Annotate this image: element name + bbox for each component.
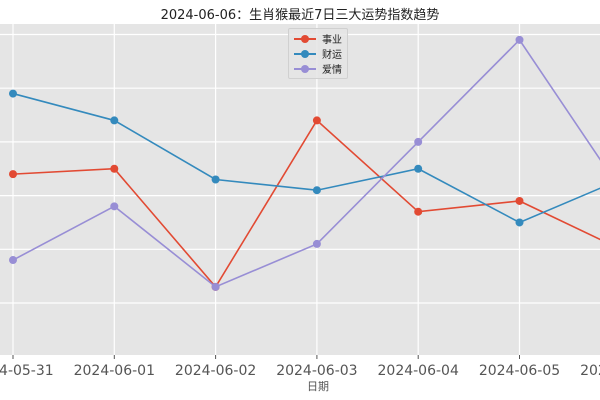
plot-area [0,24,600,355]
data-point [414,137,423,146]
data-point [414,207,423,216]
chart-title: 2024-06-06：生肖猴最近7日三大运势指数趋势 [160,8,440,23]
x-tick-label: 2024-06-06 [580,363,600,379]
x-tick-label: 2024-06-01 [74,363,155,379]
data-point [9,89,17,98]
data-point [211,175,220,184]
data-point [515,218,524,227]
x-tick-label: 2024-06-05 [479,363,560,379]
x-axis-label: 日期 [307,380,329,393]
data-point [312,186,321,195]
legend-item-love: 爱情 [294,61,342,76]
data-point [211,282,220,291]
legend-label: 财运 [322,50,342,61]
chart-legend: 事业 财运 爱情 [288,28,348,79]
data-point [110,116,119,125]
legend-marker-icon [294,34,316,44]
legend-label: 爱情 [322,65,342,76]
data-point [515,196,524,205]
x-tick-label: 2024-06-02 [175,363,256,379]
data-point [312,116,321,125]
data-point [515,35,524,44]
legend-item-career: 事业 [294,31,342,46]
data-point [414,164,423,173]
legend-marker-icon [294,64,316,74]
legend-marker-icon [294,49,316,59]
x-tick-label: 2024-05-31 [0,363,54,379]
legend-label: 事业 [322,35,342,46]
x-tick-label: 2024-06-03 [276,363,357,379]
legend-item-wealth: 财运 [294,46,342,61]
x-tick-label: 2024-06-04 [378,363,459,379]
data-point [9,256,17,265]
data-point [9,170,17,179]
data-point [110,202,119,211]
data-point [110,164,119,173]
data-point [312,239,321,248]
